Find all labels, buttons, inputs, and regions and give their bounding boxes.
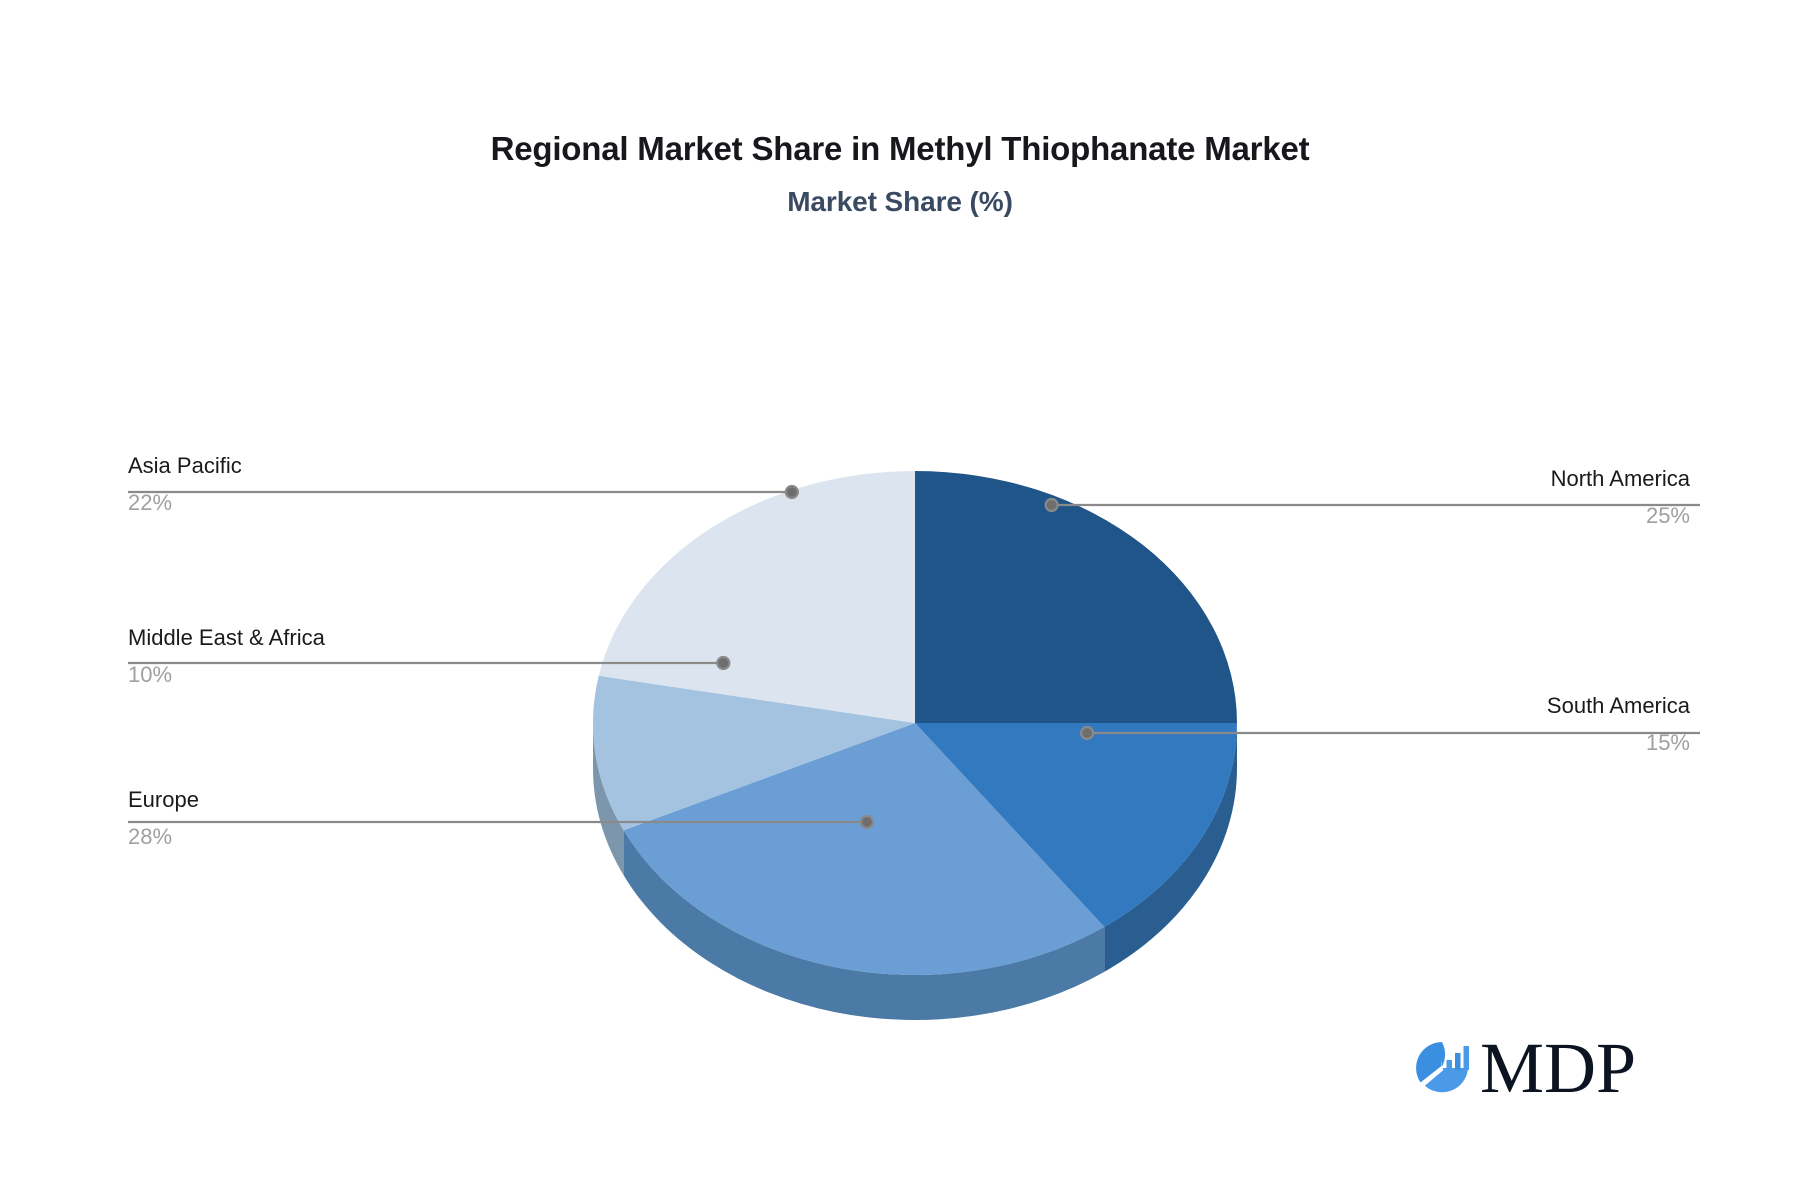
leader-dot-north-america: [1044, 497, 1059, 513]
callout-value-south-america: 15%: [1645, 729, 1690, 755]
pie-side-europe: [623, 830, 1105, 1020]
callout-europe: Europe 28%: [128, 786, 199, 850]
pie-side-middle-east-africa: [593, 723, 624, 876]
pie-chart-bar-icon: [1416, 1042, 1469, 1093]
callout-label-asia-pacific: Asia Pacific: [128, 453, 242, 478]
callout-asia-pacific: Asia Pacific 22%: [128, 452, 242, 516]
pie-slice-north-america[interactable]: [915, 471, 1237, 723]
pie-slice-south-america[interactable]: [915, 723, 1237, 927]
leader-lines: [128, 484, 1700, 830]
callout-label-middle-east-africa: Middle East & Africa: [128, 625, 325, 650]
callout-label-south-america: South America: [1546, 693, 1690, 718]
callout-value-europe: 28%: [128, 823, 173, 849]
callout-south-america: South America 15%: [1547, 692, 1690, 756]
pie-3d-side-walls: [593, 723, 1237, 1020]
callout-value-asia-pacific: 22%: [128, 489, 173, 515]
callout-value-middle-east-africa: 10%: [128, 661, 173, 687]
mdp-wordmark: MDP: [1480, 1028, 1637, 1108]
leader-dot-asia-pacific: [784, 484, 799, 500]
pie-side-south-america: [1104, 723, 1237, 972]
callout-label-europe: Europe: [128, 787, 199, 812]
callout-label-north-america: North America: [1550, 466, 1690, 491]
leader-dot-europe: [859, 814, 875, 830]
leader-dot-middle-east-africa: [716, 655, 731, 671]
callout-middle-east-africa: Middle East & Africa 10%: [128, 624, 325, 688]
callout-north-america: North America 25%: [1551, 465, 1690, 529]
callout-value-north-america: 25%: [1645, 502, 1690, 528]
chart-title: Regional Market Share in Methyl Thiophan…: [490, 130, 1310, 167]
pie-slice-asia-pacific[interactable]: [598, 471, 915, 723]
chart-subtitle: Market Share (%): [787, 186, 1013, 217]
pie-slice-europe[interactable]: [623, 723, 1105, 975]
pie-top-face: [592, 471, 1237, 975]
mdp-logo: MDP: [1412, 1032, 1636, 1104]
pie-slice-middle-east-africa[interactable]: [592, 675, 915, 831]
leader-dot-south-america: [1080, 725, 1095, 741]
